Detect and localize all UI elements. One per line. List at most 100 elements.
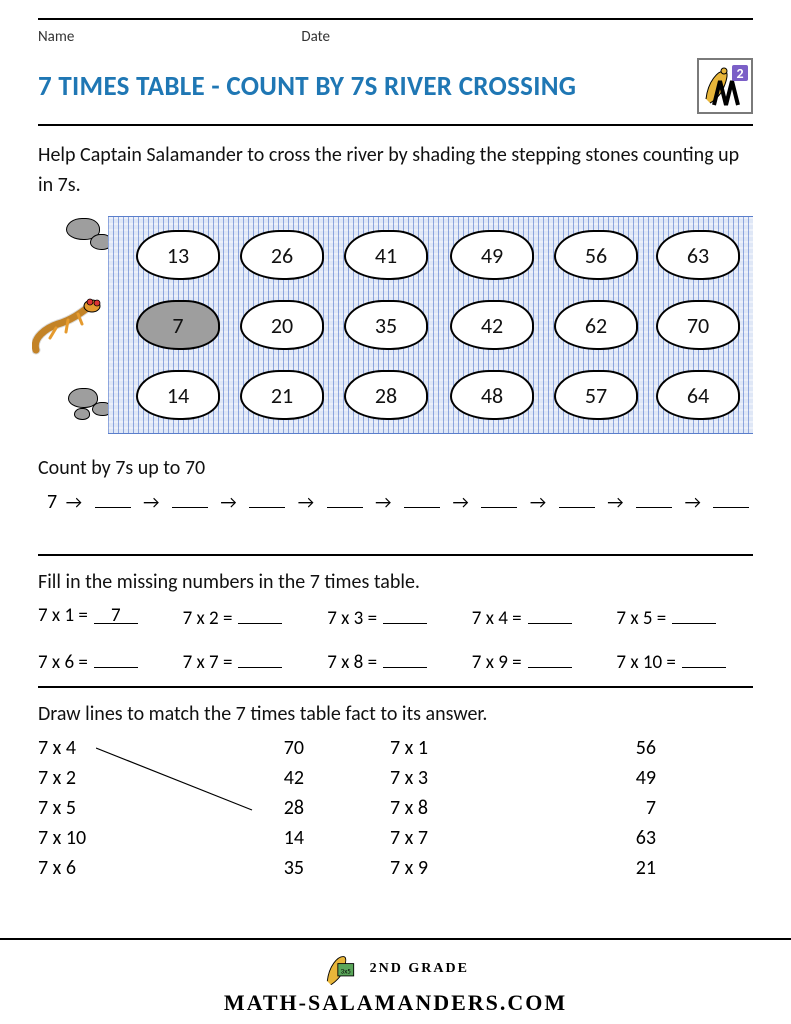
arrow-icon: → [453, 491, 469, 513]
stepping-stone: 21 [240, 370, 324, 420]
arrow-icon: → [607, 491, 623, 513]
stepping-stone: 63 [656, 230, 740, 280]
gap [86, 490, 91, 514]
fill-question: 7 x 10 = [616, 651, 675, 674]
badge-number: 2 [736, 65, 743, 82]
match-answer: 28 [214, 796, 334, 820]
fill-question: 7 x 9 = [472, 651, 522, 674]
gap [38, 518, 43, 542]
divider [38, 554, 753, 556]
grade-badge: 2 [697, 58, 753, 114]
pebble-icon [74, 408, 90, 420]
gap [135, 490, 140, 514]
river-crossing: 13264149566372035426270142128485764 [38, 216, 753, 434]
stepping-stone: 7 [136, 300, 220, 350]
count-blank [249, 490, 285, 508]
fill-answer-blank [528, 604, 572, 624]
match-answer: 35 [214, 856, 334, 880]
count-blank [481, 490, 517, 508]
fill-answer-blank [528, 648, 572, 668]
count-by-label: Count by 7s up to 70 [38, 456, 753, 480]
arrow-icon: → [66, 491, 82, 513]
gap [212, 490, 217, 514]
stepping-stone: 20 [240, 300, 324, 350]
fill-question: 7 x 8 = [327, 651, 377, 674]
fill-item: 7 x 2 = [183, 604, 320, 630]
match-answer: 7 [566, 796, 686, 820]
match-fact: 7 x 4 [38, 736, 158, 760]
svg-text:3x5: 3x5 [341, 966, 352, 975]
gap [599, 490, 604, 514]
instruction-text: Help Captain Salamander to cross the riv… [38, 140, 753, 200]
fill-item: 7 x 1 =7 [38, 604, 175, 630]
match-grid: 7 x 4707 x 1567 x 2427 x 3497 x 5287 x 8… [38, 736, 753, 880]
salamander-icon [32, 298, 106, 356]
match-fact: 7 x 1 [390, 736, 510, 760]
match-answer: 70 [214, 736, 334, 760]
match-fact: 7 x 7 [390, 826, 510, 850]
gap [676, 490, 681, 514]
fill-item: 7 x 8 = [327, 648, 464, 674]
arrow-icon: → [220, 491, 236, 513]
fill-label: Fill in the missing numbers in the 7 tim… [38, 570, 753, 594]
count-start: 7 [38, 490, 62, 514]
gap [473, 490, 478, 514]
fill-answer-blank: 7 [94, 604, 138, 624]
gap [705, 490, 710, 514]
stepping-stone: 64 [656, 370, 740, 420]
stepping-stone: 41 [344, 230, 428, 280]
gap [444, 490, 449, 514]
gap [318, 490, 323, 514]
match-fact: 7 x 2 [38, 766, 158, 790]
fill-question: 7 x 6 = [38, 651, 88, 674]
stepping-stone: 35 [344, 300, 428, 350]
stepping-stone: 14 [136, 370, 220, 420]
arrow-icon: → [298, 491, 314, 513]
arrow-icon: → [685, 491, 701, 513]
count-blank [636, 490, 672, 508]
match-fact: 7 x 6 [38, 856, 158, 880]
arrow-icon: → [375, 491, 391, 513]
gap [521, 490, 526, 514]
stepping-stone: 57 [554, 370, 638, 420]
match-answer: 49 [566, 766, 686, 790]
fill-answer-blank [383, 604, 427, 624]
stepping-stone: 56 [554, 230, 638, 280]
fill-answer-blank [383, 648, 427, 668]
divider [38, 686, 753, 688]
fill-question: 7 x 7 = [183, 651, 233, 674]
match-fact: 7 x 3 [390, 766, 510, 790]
count-blank [172, 490, 208, 508]
match-fact: 7 x 5 [38, 796, 158, 820]
name-label: Name [38, 28, 298, 46]
stepping-stone: 62 [554, 300, 638, 350]
badge-number-plate: 2 [732, 65, 748, 82]
count-blank [95, 490, 131, 508]
fill-item: 7 x 3 = [327, 604, 464, 630]
match-answer: 63 [566, 826, 686, 850]
match-fact: 7 x 8 [390, 796, 510, 820]
count-by-sequence: 7 → → → → → → → → → [38, 490, 753, 542]
fill-item: 7 x 4 = [472, 604, 609, 630]
stepping-stone: 48 [450, 370, 534, 420]
fill-answer-blank [94, 648, 138, 668]
match-answer: 42 [214, 766, 334, 790]
logo-m-icon [714, 81, 738, 105]
gap [163, 490, 168, 514]
footer: 3x5 2ND GRADE MATH-SALAMANDERS.COM [0, 938, 791, 1016]
stepping-stone: 26 [240, 230, 324, 280]
count-blank [713, 490, 749, 508]
stepping-stone: 42 [450, 300, 534, 350]
fill-item: 7 x 6 = [38, 648, 175, 674]
fill-question: 7 x 5 = [616, 607, 666, 630]
match-answer: 14 [214, 826, 334, 850]
fill-answer-blank [238, 648, 282, 668]
fill-grid: 7 x 1 =7 7 x 2 = 7 x 3 = 7 x 4 = 7 x 5 = 7 x … [38, 604, 753, 674]
footer-grade: 2ND GRADE [370, 961, 469, 976]
count-blank [559, 490, 595, 508]
footer-url: MATH-SALAMANDERS.COM [224, 990, 567, 1015]
stepping-stone: 70 [656, 300, 740, 350]
gap [241, 490, 246, 514]
fill-question: 7 x 4 = [472, 607, 522, 630]
meta-row: Name Date [38, 28, 753, 46]
